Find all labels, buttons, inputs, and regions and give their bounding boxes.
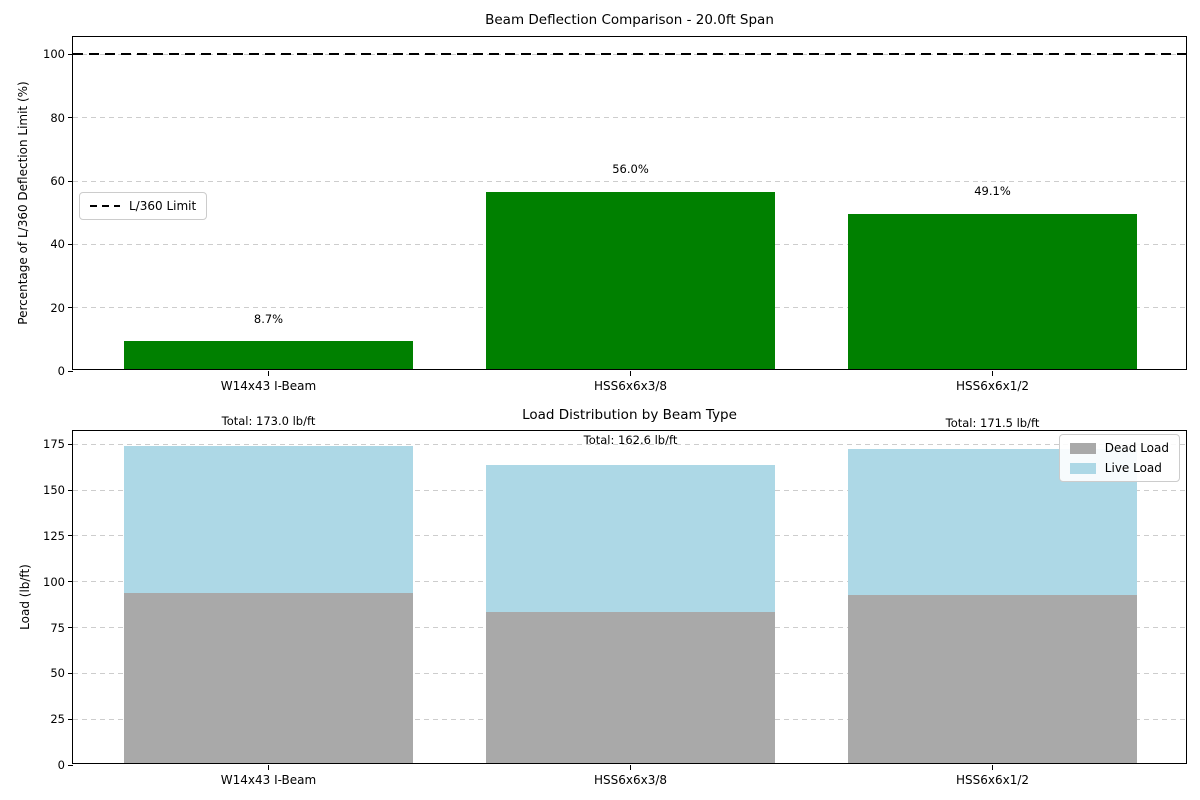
deflection-limit-line [73,53,1186,56]
deflection-bar-3 [847,213,1138,369]
y-tick-label: 100 [43,574,65,589]
y-tick-label: 25 [50,712,65,727]
y-tick-label: 0 [57,364,65,378]
x-tick-label: HSS6x6x3/8 [593,773,668,787]
y-tick-label: 75 [50,620,65,635]
y-tick-mark [68,117,73,119]
y-tick-label: 60 [50,174,65,189]
dead-load-bar-3 [847,595,1138,763]
legend-entry: Dead Load [1069,441,1169,455]
deflection-chart-title: Beam Deflection Comparison - 20.0ft Span [485,12,774,28]
y-gridline [73,117,1186,119]
y-tick-label: 100 [43,47,65,62]
y-tick-mark [68,672,73,674]
legend-label: Dead Load [1104,441,1169,455]
y-tick-mark [68,764,73,766]
deflection-bar-1 [123,341,414,369]
total-load-label: Total: 162.6 lb/ft [583,432,678,447]
y-tick-mark [68,443,73,445]
y-tick-mark [68,718,73,720]
x-tick-mark [992,765,993,770]
legend-label: Live Load [1104,461,1162,475]
load-legend: Dead Load Live Load [1058,434,1180,482]
y-tick-label: 150 [43,483,65,498]
x-tick-label: W14x43 I-Beam [220,379,317,393]
y-tick-mark [68,180,73,182]
y-tick-mark [68,307,73,309]
y-tick-mark [68,53,73,55]
load-chart-title: Load Distribution by Beam Type [522,407,737,423]
y-gridline [73,443,1186,445]
y-tick-label: 50 [50,666,65,681]
deflection-bar-value-label: 49.1% [974,183,1011,198]
legend-color-swatch [1069,442,1096,454]
x-tick-label: W14x43 I-Beam [220,773,317,787]
dashed-line-icon [90,205,120,207]
x-tick-label: HSS6x6x3/8 [593,379,668,393]
total-load-label: Total: 171.5 lb/ft [945,416,1040,431]
deflection-bar-value-label: 8.7% [253,311,284,326]
y-tick-mark [68,535,73,537]
y-tick-mark [68,489,73,491]
dead-load-bar-1 [123,592,414,763]
deflection-bar-value-label: 56.0% [612,161,649,176]
dead-load-bar-2 [485,611,776,763]
y-tick-mark [68,370,73,372]
x-tick-mark [267,765,269,770]
y-tick-label: 20 [50,300,65,315]
legend-label: L/360 Limit [129,199,197,213]
legend-color-swatch [1069,462,1096,474]
x-tick-mark [992,371,993,376]
y-gridline [73,180,1186,182]
deflection-bar-2 [485,191,776,369]
y-tick-mark [68,243,73,245]
y-tick-label: 80 [50,110,65,125]
y-tick-label: 125 [43,528,65,543]
x-tick-mark [267,371,269,376]
limit-legend: L/360 Limit [79,192,208,220]
live-load-bar-1 [123,445,414,593]
y-tick-mark [68,627,73,628]
x-tick-mark [630,371,631,376]
load-chart-plot-area: 0 25 50 75 100 125 150 175 W14x43 I-Beam Total: 1… [43,414,1187,787]
x-tick-mark [630,765,631,770]
y-tick-label: 40 [50,237,65,252]
total-load-label: Total: 173.0 lb/ft [221,413,316,428]
y-tick-mark [68,581,73,583]
legend-entry: L/360 Limit [90,199,196,213]
live-load-bar-2 [485,464,776,612]
y-tick-label: 175 [43,437,65,452]
deflection-chart-plot-area: 0 20 40 60 80 100 W14x43 I-Beam 8.7% HSS6x6x3/8 5… [43,36,1187,393]
y-tick-label: 0 [57,758,65,772]
x-tick-label: HSS6x6x1/2 [955,379,1030,393]
legend-entry: Live Load [1069,461,1169,475]
x-tick-label: HSS6x6x1/2 [955,773,1030,787]
